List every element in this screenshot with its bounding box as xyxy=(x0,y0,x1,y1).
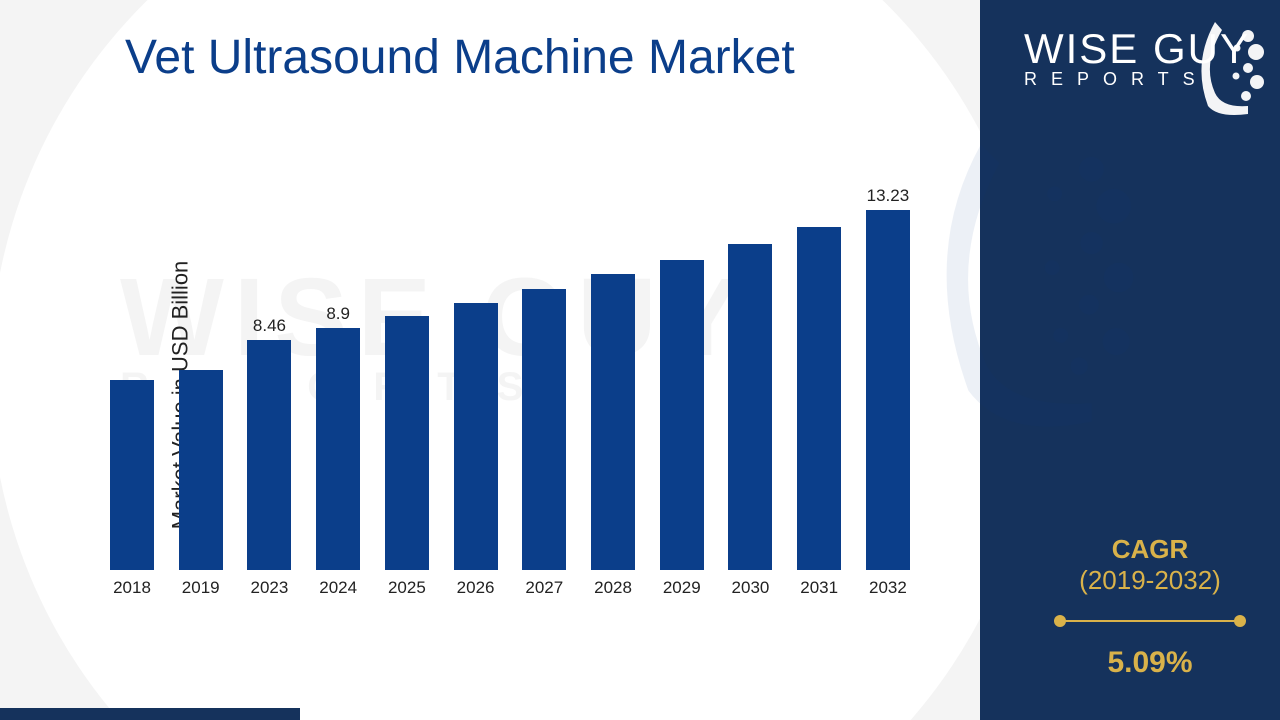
chart-title: Vet Ultrasound Machine Market xyxy=(125,30,795,85)
bar xyxy=(179,370,223,570)
x-tick-label: 2029 xyxy=(650,570,714,610)
cagr-box: CAGR (2019-2032) 5.09% xyxy=(1020,534,1280,680)
x-tick-label: 2030 xyxy=(718,570,782,610)
bar xyxy=(728,244,772,570)
bar-value-label: 13.23 xyxy=(867,186,910,206)
x-axis: 2018201920232024202520262027202820292030… xyxy=(100,570,920,610)
bar-slot xyxy=(169,346,233,570)
bar xyxy=(247,340,291,570)
brand-head-ghost xyxy=(900,120,1160,440)
bar-slot xyxy=(650,236,714,570)
x-tick-label: 2031 xyxy=(787,570,851,610)
bars-container: 8.46 8.9 13.23 xyxy=(100,180,920,570)
cagr-range: (2019-2032) xyxy=(1020,565,1280,596)
cagr-label: CAGR xyxy=(1020,534,1280,565)
x-tick-label: 2026 xyxy=(444,570,508,610)
brand-head-icon xyxy=(1190,18,1270,118)
x-tick-label: 2027 xyxy=(512,570,576,610)
chart: Market Value in USD Billion 8.468.913.23… xyxy=(80,180,920,610)
x-tick-label: 2028 xyxy=(581,570,645,610)
bar xyxy=(591,274,635,570)
bar-slot xyxy=(100,356,164,570)
bar-slot xyxy=(581,250,645,570)
bar xyxy=(454,303,498,570)
bar-slot xyxy=(444,279,508,570)
bar-slot: 8.9 xyxy=(306,304,370,570)
x-tick-label: 2024 xyxy=(306,570,370,610)
x-tick-label: 2019 xyxy=(169,570,233,610)
cagr-divider xyxy=(1060,614,1240,628)
x-tick-label: 2032 xyxy=(856,570,920,610)
bar xyxy=(316,328,360,570)
bar-slot: 8.46 xyxy=(237,316,301,570)
bar xyxy=(866,210,910,570)
stage: WISE GUYREPORTS WISE GUY REPORTS CAGR (2… xyxy=(0,0,1280,720)
bar-slot: 13.23 xyxy=(856,186,920,570)
x-tick-label: 2023 xyxy=(237,570,301,610)
bar xyxy=(385,316,429,570)
bar-slot xyxy=(512,265,576,570)
x-tick-label: 2018 xyxy=(100,570,164,610)
bar-value-label: 8.46 xyxy=(253,316,286,336)
bar xyxy=(110,380,154,570)
bar-slot xyxy=(718,220,782,570)
bar-value-label: 8.9 xyxy=(326,304,350,324)
bar xyxy=(660,260,704,570)
bar-slot xyxy=(375,292,439,570)
x-tick-label: 2025 xyxy=(375,570,439,610)
cagr-value: 5.09% xyxy=(1020,646,1280,680)
plot-area: 8.46 8.9 13.23 xyxy=(100,180,920,570)
bar xyxy=(797,227,841,570)
bar-slot xyxy=(787,203,851,570)
bar xyxy=(522,289,566,570)
bottom-strip xyxy=(0,708,300,720)
